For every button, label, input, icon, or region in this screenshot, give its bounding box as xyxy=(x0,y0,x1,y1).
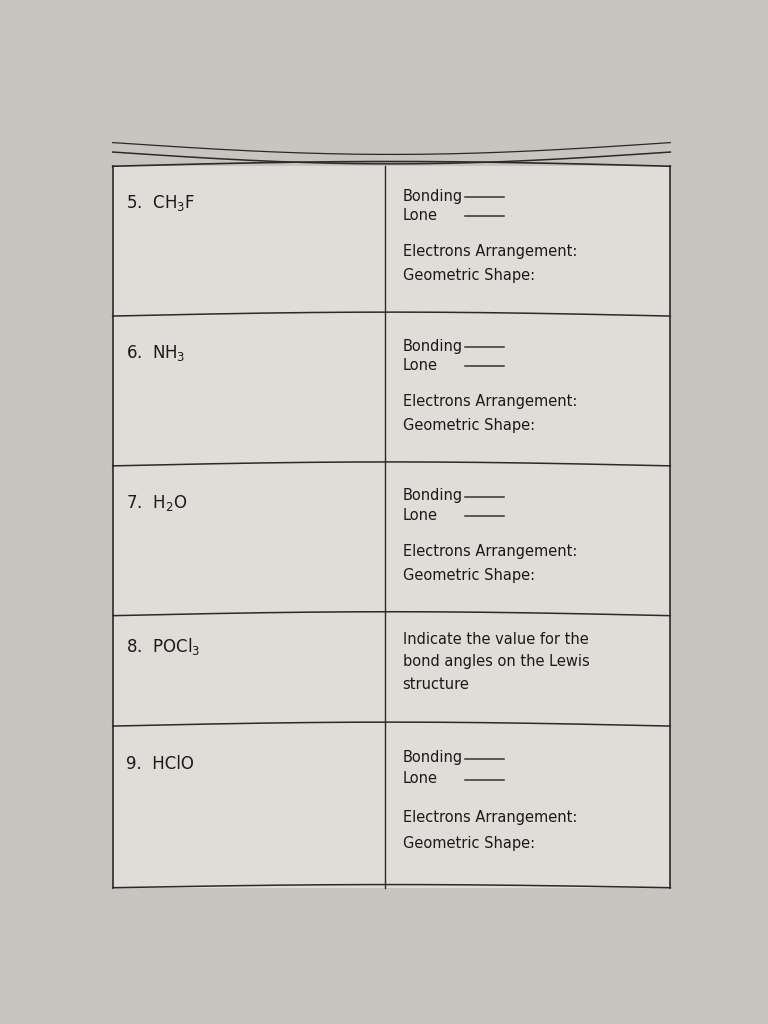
Text: Geometric Shape:: Geometric Shape: xyxy=(402,418,535,433)
Text: Bonding: Bonding xyxy=(402,751,462,765)
Text: 5.  CH$_3$F: 5. CH$_3$F xyxy=(126,194,195,213)
Text: Bonding: Bonding xyxy=(402,188,462,204)
Text: 8.  POCl$_3$: 8. POCl$_3$ xyxy=(126,636,200,656)
Text: Bonding: Bonding xyxy=(402,339,462,353)
Text: Geometric Shape:: Geometric Shape: xyxy=(402,268,535,283)
Text: 6.  NH$_3$: 6. NH$_3$ xyxy=(126,343,185,364)
Text: Electrons Arrangement:: Electrons Arrangement: xyxy=(402,394,577,409)
Text: Geometric Shape:: Geometric Shape: xyxy=(402,567,535,583)
Text: Indicate the value for the
bond angles on the Lewis
structure: Indicate the value for the bond angles o… xyxy=(402,632,589,691)
Text: Electrons Arrangement:: Electrons Arrangement: xyxy=(402,810,577,825)
Text: Electrons Arrangement:: Electrons Arrangement: xyxy=(402,244,577,259)
Text: Lone: Lone xyxy=(402,358,438,373)
Text: Lone: Lone xyxy=(402,208,438,223)
Text: 9.  HClO: 9. HClO xyxy=(126,755,194,773)
Text: 7.  H$_2$O: 7. H$_2$O xyxy=(126,493,187,513)
Text: Lone: Lone xyxy=(402,508,438,523)
Text: Lone: Lone xyxy=(402,771,438,786)
Text: Geometric Shape:: Geometric Shape: xyxy=(402,836,535,851)
Text: Bonding: Bonding xyxy=(402,488,462,504)
Text: Electrons Arrangement:: Electrons Arrangement: xyxy=(402,544,577,559)
